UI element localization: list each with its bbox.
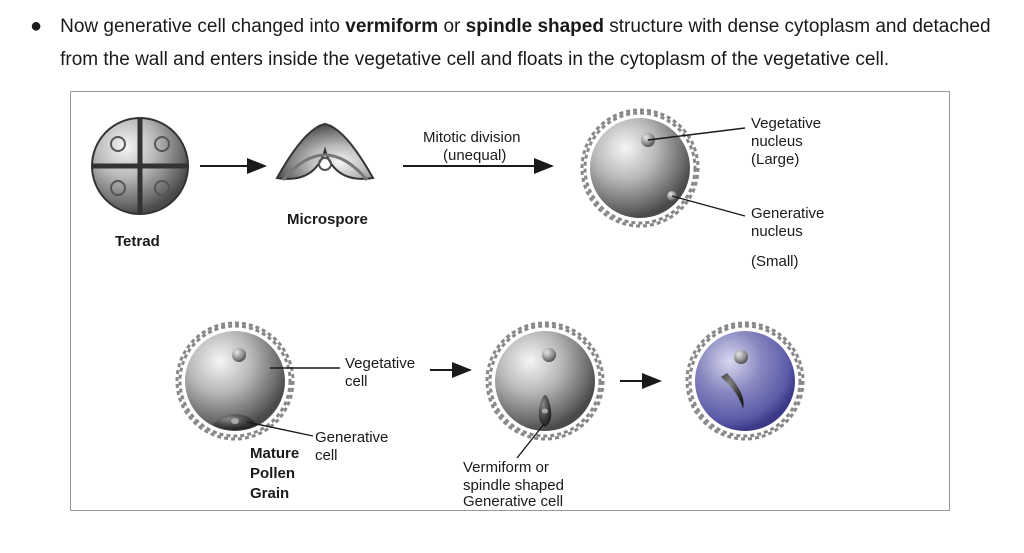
veg-cell-l2: cell (345, 373, 368, 390)
final-pollen-cell (687, 323, 803, 439)
mature-pollen-grain (177, 323, 293, 439)
gen-nuc-l1: Generative (751, 205, 824, 222)
vermi-l3: Generative cell (463, 493, 563, 506)
mature-l1: Mature (250, 445, 299, 462)
mitotic-label-2: (unequal) (443, 147, 506, 164)
gen-cell-l1: Generative (315, 429, 388, 446)
tetrad-cell (92, 118, 188, 214)
veg-nuc-l1: Vegetative (751, 115, 821, 132)
bullet-text: Now generative cell changed into vermifo… (60, 10, 994, 77)
tetrad-label: Tetrad (115, 233, 160, 250)
vermiform-stage-cell (487, 323, 603, 439)
pollen-development-diagram: Tetrad Microspore Mitotic division (uneq… (70, 91, 950, 511)
bullet-paragraph: ● Now generative cell changed into vermi… (30, 10, 994, 77)
mitotic-label-1: Mitotic division (423, 129, 521, 146)
veg-nuc-l3: (Large) (751, 151, 799, 168)
mature-l2: Pollen (250, 465, 295, 482)
gen-nuc-l2: nucleus (751, 223, 803, 240)
diagram-svg: Tetrad Microspore Mitotic division (uneq… (85, 106, 935, 506)
leader-gen-cell (247, 422, 313, 436)
gen-cell-l2: cell (315, 447, 338, 464)
two-nucleus-pollen (582, 110, 698, 226)
microspore-cell (277, 124, 373, 180)
text-seg4: spindle shaped (466, 16, 604, 37)
gen-nuc-l3: (Small) (751, 253, 799, 270)
vermi-l2: spindle shaped (463, 477, 564, 494)
text-seg1: Now generative cell changed into (60, 16, 345, 37)
text-seg2: vermiform (345, 16, 438, 37)
bullet-point: ● (30, 16, 42, 77)
vermi-l1: Vermiform or (463, 459, 549, 476)
text-seg3: or (438, 16, 465, 37)
microspore-label: Microspore (287, 211, 368, 228)
mature-l3: Grain (250, 485, 289, 502)
veg-nuc-l2: nucleus (751, 133, 803, 150)
leader-vermiform (517, 424, 544, 458)
veg-cell-l1: Vegetative (345, 355, 415, 372)
leader-gen-nucleus (672, 196, 745, 216)
